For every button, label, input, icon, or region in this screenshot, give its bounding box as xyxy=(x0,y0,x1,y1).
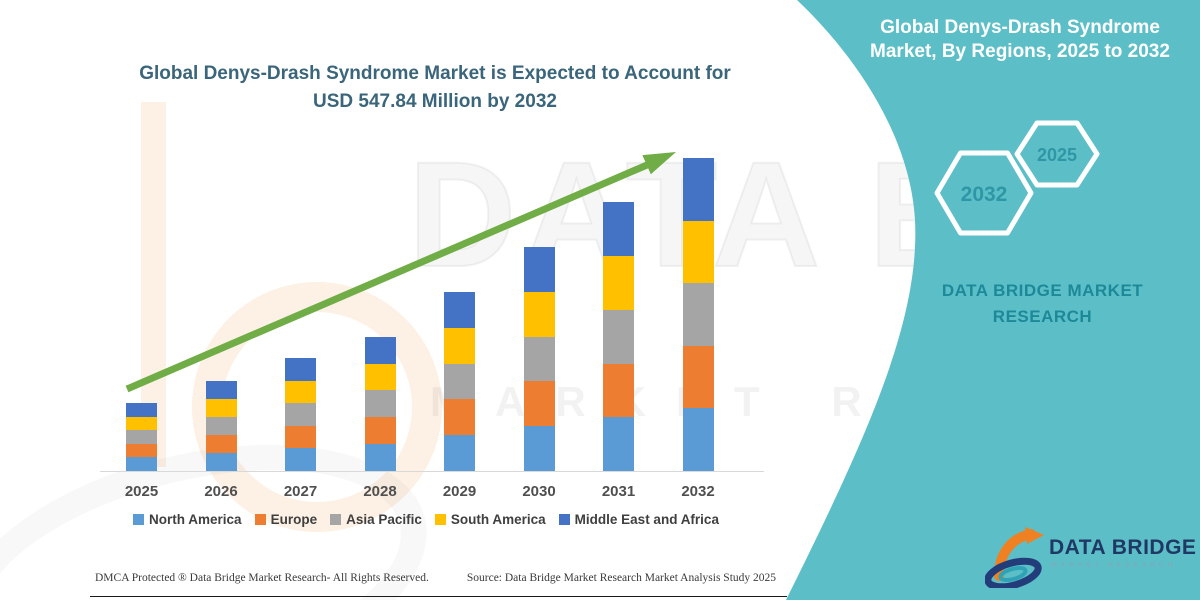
legend-marker-icon xyxy=(254,514,266,525)
bar-segment-europe xyxy=(444,399,475,436)
chart-title-line1: Global Denys-Drash Syndrome Market is Ex… xyxy=(139,63,731,84)
bar-segment-asia-pacific xyxy=(285,403,316,426)
x-axis-label-2030: 2030 xyxy=(522,483,556,500)
legend-label: South America xyxy=(450,512,546,527)
bar-segment-asia-pacific xyxy=(364,390,396,418)
bar-segment-south-america xyxy=(205,398,237,417)
chart-title: Global Denys-Drash Syndrome Market is Ex… xyxy=(90,60,780,115)
x-axis-label-2026: 2026 xyxy=(204,483,238,500)
sidebar-title-line1: Global Denys-Drash Syndrome xyxy=(880,17,1160,38)
hexagon-small xyxy=(1014,120,1100,188)
legend: North America Europe Asia Pacific South Ame… xyxy=(88,512,764,527)
legend-label: Europe xyxy=(270,512,318,527)
data-bridge-logo: DATA BRIDGE MARKET RESEARCH xyxy=(985,524,1197,590)
bar-segment-north-america xyxy=(205,452,237,471)
bar-segment-europe xyxy=(682,345,714,409)
bar-segment-north-america xyxy=(603,417,634,471)
brand-line1: DATA BRIDGE MARKET xyxy=(941,281,1144,300)
legend-marker-icon xyxy=(330,514,342,525)
footer-dmca-text: DMCA Protected ® Data Bridge Market Rese… xyxy=(95,572,429,584)
hexagon-small-label: 2025 xyxy=(1037,145,1077,165)
x-axis-label-2025: 2025 xyxy=(124,483,159,500)
data-bridge-logo-icon xyxy=(985,527,1044,588)
bar-segment-europe xyxy=(126,443,157,458)
footer-source-text: Source: Data Bridge Market Research Mark… xyxy=(466,572,777,584)
x-axis-label-2032: 2032 xyxy=(681,483,715,500)
bar-segment-north-america xyxy=(682,408,714,471)
legend-label: Middle East and Africa xyxy=(574,512,719,527)
sidebar-title: Global Denys-Drash Syndrome Market, By R… xyxy=(845,16,1195,64)
hexagon-large-label: 2032 xyxy=(961,183,1008,206)
bar-segment-middle-east-and-africa xyxy=(682,157,714,221)
bar-segment-south-america xyxy=(682,220,714,284)
bar-segment-north-america xyxy=(444,435,475,471)
legend-marker-icon xyxy=(133,514,145,525)
bar-segment-south-america xyxy=(126,416,157,431)
legend-label: North America xyxy=(149,512,242,527)
legend-item: Middle East and Africa xyxy=(558,512,719,527)
logo-subtext: MARKET RESEARCH xyxy=(1051,562,1177,569)
bar-segment-asia-pacific xyxy=(682,283,714,346)
bar-segment-asia-pacific xyxy=(126,430,157,444)
legend-marker-icon xyxy=(434,514,446,525)
sidebar-title-line2: Market, By Regions, 2025 to 2032 xyxy=(870,40,1170,62)
hexagon-large xyxy=(934,150,1034,236)
logo-text: DATA BRIDGE xyxy=(1049,536,1197,559)
chart-title-line2: USD 547.84 Million by 2032 xyxy=(313,90,557,112)
x-axis-label-2029: 2029 xyxy=(442,483,477,500)
bar-segment-north-america xyxy=(523,426,555,471)
x-axis-label-2028: 2028 xyxy=(363,483,397,500)
bottom-divider xyxy=(90,596,787,597)
bar-segment-north-america xyxy=(364,444,396,471)
bar-segment-north-america xyxy=(285,448,316,471)
legend-item: Asia Pacific xyxy=(330,512,422,527)
bar-segment-europe xyxy=(364,417,396,445)
brand-line2: RESEARCH xyxy=(992,306,1093,326)
x-axis-line xyxy=(100,471,764,472)
bar-segment-north-america xyxy=(126,457,157,471)
bar-segment-europe xyxy=(285,425,316,449)
legend-label: Asia Pacific xyxy=(346,512,422,527)
bar-segment-middle-east-and-africa xyxy=(126,403,157,417)
legend-marker-icon xyxy=(558,514,570,525)
brand-wordmark: DATA BRIDGE MARKET RESEARCH xyxy=(930,278,1155,329)
legend-item: North America xyxy=(133,512,242,527)
legend-item: South America xyxy=(434,512,546,527)
footer: DMCA Protected ® Data Bridge Market Rese… xyxy=(95,572,776,584)
x-axis-label-2027: 2027 xyxy=(283,483,318,500)
x-axis-label-2031: 2031 xyxy=(601,483,636,500)
bar-segment-europe xyxy=(205,434,237,453)
bar-segment-asia-pacific xyxy=(205,416,237,435)
legend-item: Europe xyxy=(254,512,318,527)
